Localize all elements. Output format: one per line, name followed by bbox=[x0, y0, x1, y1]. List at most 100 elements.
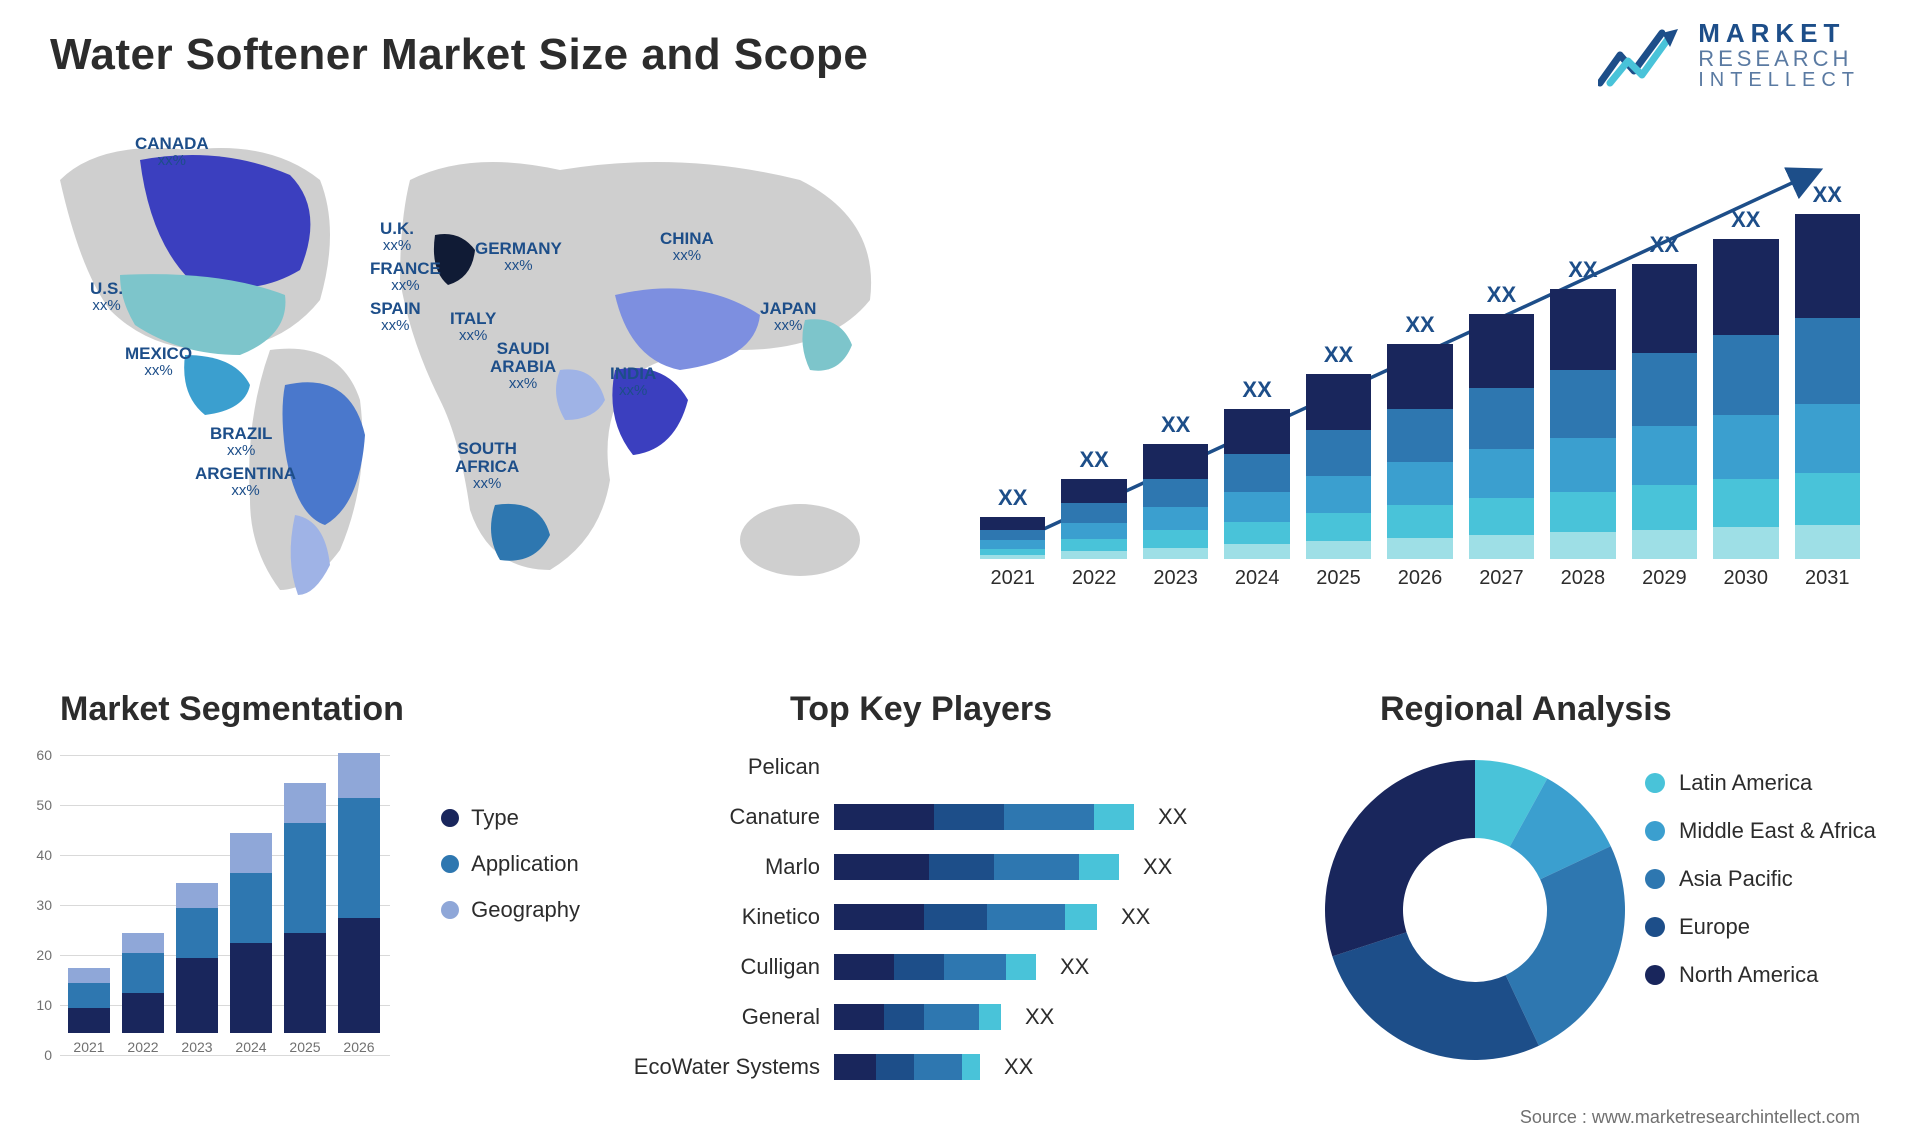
growth-bar-value-label: XX bbox=[1650, 232, 1679, 258]
seg-bar-2024: 2024 bbox=[230, 833, 272, 1055]
segmentation-title: Market Segmentation bbox=[60, 690, 404, 729]
growth-bar-xtick: 2021 bbox=[990, 567, 1035, 590]
growth-bar-xtick: 2023 bbox=[1153, 567, 1198, 590]
seg-legend-item: Application bbox=[441, 851, 580, 877]
player-row-marlo: Marlo XX bbox=[620, 842, 1260, 892]
regional-legend-item: Latin America bbox=[1645, 770, 1876, 796]
seg-bar-segment bbox=[338, 918, 380, 1033]
player-name: Marlo bbox=[620, 854, 820, 880]
regional-legend-label: Europe bbox=[1679, 914, 1750, 940]
player-bar-segment bbox=[834, 1004, 884, 1030]
growth-bar-xtick: 2028 bbox=[1561, 567, 1606, 590]
growth-bar-segment bbox=[1306, 541, 1371, 560]
growth-bar-segment bbox=[1713, 415, 1778, 479]
growth-bar-segment bbox=[1713, 527, 1778, 559]
logo-line-2: RESEARCH bbox=[1698, 47, 1860, 70]
growth-bar-segment bbox=[980, 517, 1045, 530]
seg-bar-2023: 2023 bbox=[176, 883, 218, 1055]
seg-bar-segment bbox=[68, 1008, 110, 1033]
seg-bar-segment bbox=[230, 943, 272, 1033]
player-bar-segment bbox=[914, 1054, 962, 1080]
growth-bar-segment bbox=[1061, 551, 1126, 559]
growth-bar-2023: XX2023 bbox=[1143, 412, 1208, 590]
seg-bar-segment bbox=[176, 958, 218, 1033]
growth-bar-segment bbox=[1795, 473, 1860, 525]
growth-bar-segment bbox=[1061, 539, 1126, 551]
logo-line-3: INTELLECT bbox=[1698, 70, 1860, 91]
seg-bar-segment bbox=[338, 798, 380, 918]
growth-bar-value-label: XX bbox=[1731, 207, 1760, 233]
growth-bar-segment bbox=[1795, 404, 1860, 473]
page-title: Water Softener Market Size and Scope bbox=[50, 30, 868, 80]
legend-swatch-icon bbox=[441, 901, 459, 919]
seg-bar-xtick: 2026 bbox=[343, 1039, 374, 1055]
growth-bar-segment bbox=[1550, 438, 1615, 492]
map-label-argentina: ARGENTINAxx% bbox=[195, 465, 296, 499]
map-label-saudi-arabia: SAUDIARABIAxx% bbox=[490, 340, 556, 391]
growth-bar-segment bbox=[1713, 335, 1778, 415]
growth-bar-2027: XX2027 bbox=[1469, 282, 1534, 590]
growth-bar-2024: XX2024 bbox=[1224, 377, 1289, 590]
regional-legend-label: Middle East & Africa bbox=[1679, 818, 1876, 844]
growth-bar-segment bbox=[1224, 544, 1289, 559]
brand-logo: MARKET RESEARCH INTELLECT bbox=[1598, 20, 1860, 91]
growth-bar-xtick: 2027 bbox=[1479, 567, 1524, 590]
map-label-japan: JAPANxx% bbox=[760, 300, 816, 334]
growth-bar-value-label: XX bbox=[1324, 342, 1353, 368]
growth-bar-segment bbox=[1224, 492, 1289, 522]
legend-swatch-icon bbox=[1645, 869, 1665, 889]
growth-bar-segment bbox=[1306, 513, 1371, 541]
player-value-label: XX bbox=[1060, 954, 1089, 980]
growth-bar-segment bbox=[1795, 214, 1860, 318]
seg-bar-segment bbox=[122, 993, 164, 1033]
growth-bar-segment bbox=[980, 555, 1045, 559]
world-map-icon bbox=[40, 120, 910, 640]
player-row-canature: CanatureXX bbox=[620, 792, 1260, 842]
seg-legend-label: Type bbox=[471, 805, 519, 831]
source-attribution: Source : www.marketresearchintellect.com bbox=[1520, 1107, 1860, 1128]
growth-bar-segment bbox=[1143, 530, 1208, 547]
growth-bar-segment bbox=[1387, 538, 1452, 560]
growth-bar-segment bbox=[1469, 498, 1534, 535]
growth-bar-segment bbox=[1224, 522, 1289, 545]
growth-bar-value-label: XX bbox=[1080, 447, 1109, 473]
player-bar-segment bbox=[924, 1004, 979, 1030]
map-label-brazil: BRAZILxx% bbox=[210, 425, 272, 459]
player-row-pelican: Pelican bbox=[620, 742, 1260, 792]
growth-bar-xtick: 2026 bbox=[1398, 567, 1443, 590]
growth-bar-segment bbox=[1550, 492, 1615, 533]
growth-bar-segment bbox=[1632, 530, 1697, 560]
seg-bar-xtick: 2023 bbox=[181, 1039, 212, 1055]
player-row-ecowater-systems: EcoWater SystemsXX bbox=[620, 1042, 1260, 1092]
key-players-bar-chart: PelicanCanatureXXMarloXXKineticoXXCullig… bbox=[620, 742, 1260, 1112]
seg-legend-item: Geography bbox=[441, 897, 580, 923]
player-name: Kinetico bbox=[620, 904, 820, 930]
player-bar-segment bbox=[834, 954, 894, 980]
growth-bar-segment bbox=[1143, 548, 1208, 560]
seg-bar-segment bbox=[338, 753, 380, 798]
growth-bar-segment bbox=[1143, 507, 1208, 530]
growth-bar-segment bbox=[1306, 374, 1371, 430]
player-bar-segment bbox=[1094, 804, 1134, 830]
growth-bar-segment bbox=[1143, 479, 1208, 508]
player-name: Culligan bbox=[620, 954, 820, 980]
seg-legend-label: Application bbox=[471, 851, 579, 877]
growth-bar-segment bbox=[1795, 525, 1860, 560]
legend-swatch-icon bbox=[1645, 821, 1665, 841]
map-label-italy: ITALYxx% bbox=[450, 310, 496, 344]
player-bar-segment bbox=[1079, 854, 1119, 880]
growth-bar-segment bbox=[1224, 454, 1289, 492]
player-value-label: XX bbox=[1143, 854, 1172, 880]
map-label-india: INDIAxx% bbox=[610, 365, 656, 399]
growth-bar-segment bbox=[1550, 370, 1615, 438]
growth-bar-2029: XX2029 bbox=[1632, 232, 1697, 590]
player-row-culligan: Culligan XX bbox=[620, 942, 1260, 992]
logo-text: MARKET RESEARCH INTELLECT bbox=[1698, 20, 1860, 91]
seg-bar-segment bbox=[68, 983, 110, 1008]
seg-gridline bbox=[60, 1055, 390, 1056]
growth-bar-segment bbox=[1061, 523, 1126, 539]
regional-legend-item: Europe bbox=[1645, 914, 1876, 940]
growth-bar-2028: XX2028 bbox=[1550, 257, 1615, 590]
growth-bar-segment bbox=[1387, 409, 1452, 463]
legend-swatch-icon bbox=[1645, 917, 1665, 937]
